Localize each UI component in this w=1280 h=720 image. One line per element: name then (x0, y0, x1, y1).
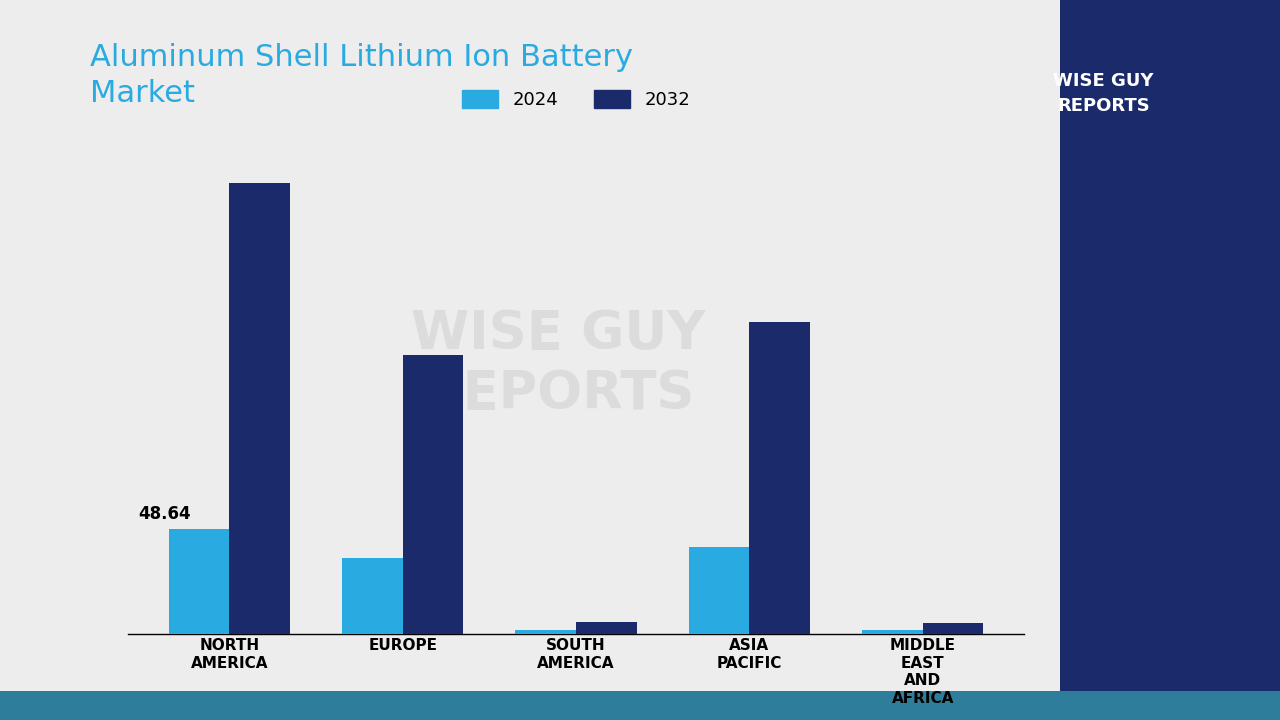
Bar (861, 631, 923, 634)
Text: 48.64: 48.64 (138, 505, 191, 523)
Bar (229, 183, 291, 634)
Bar (403, 354, 463, 634)
Text: WISE GUY
REPORTS: WISE GUY REPORTS (1053, 72, 1153, 115)
Bar (169, 529, 229, 634)
Bar (342, 559, 403, 634)
Bar (576, 622, 636, 634)
Legend: 2024, 2032: 2024, 2032 (454, 83, 698, 117)
Bar (516, 630, 576, 634)
Text: Aluminum Shell Lithium Ion Battery
Market: Aluminum Shell Lithium Ion Battery Marke… (90, 43, 632, 108)
Text: WISE GUY
REPORTS: WISE GUY REPORTS (411, 308, 705, 420)
Bar (689, 546, 749, 634)
Bar (749, 323, 810, 634)
Bar (923, 623, 983, 634)
